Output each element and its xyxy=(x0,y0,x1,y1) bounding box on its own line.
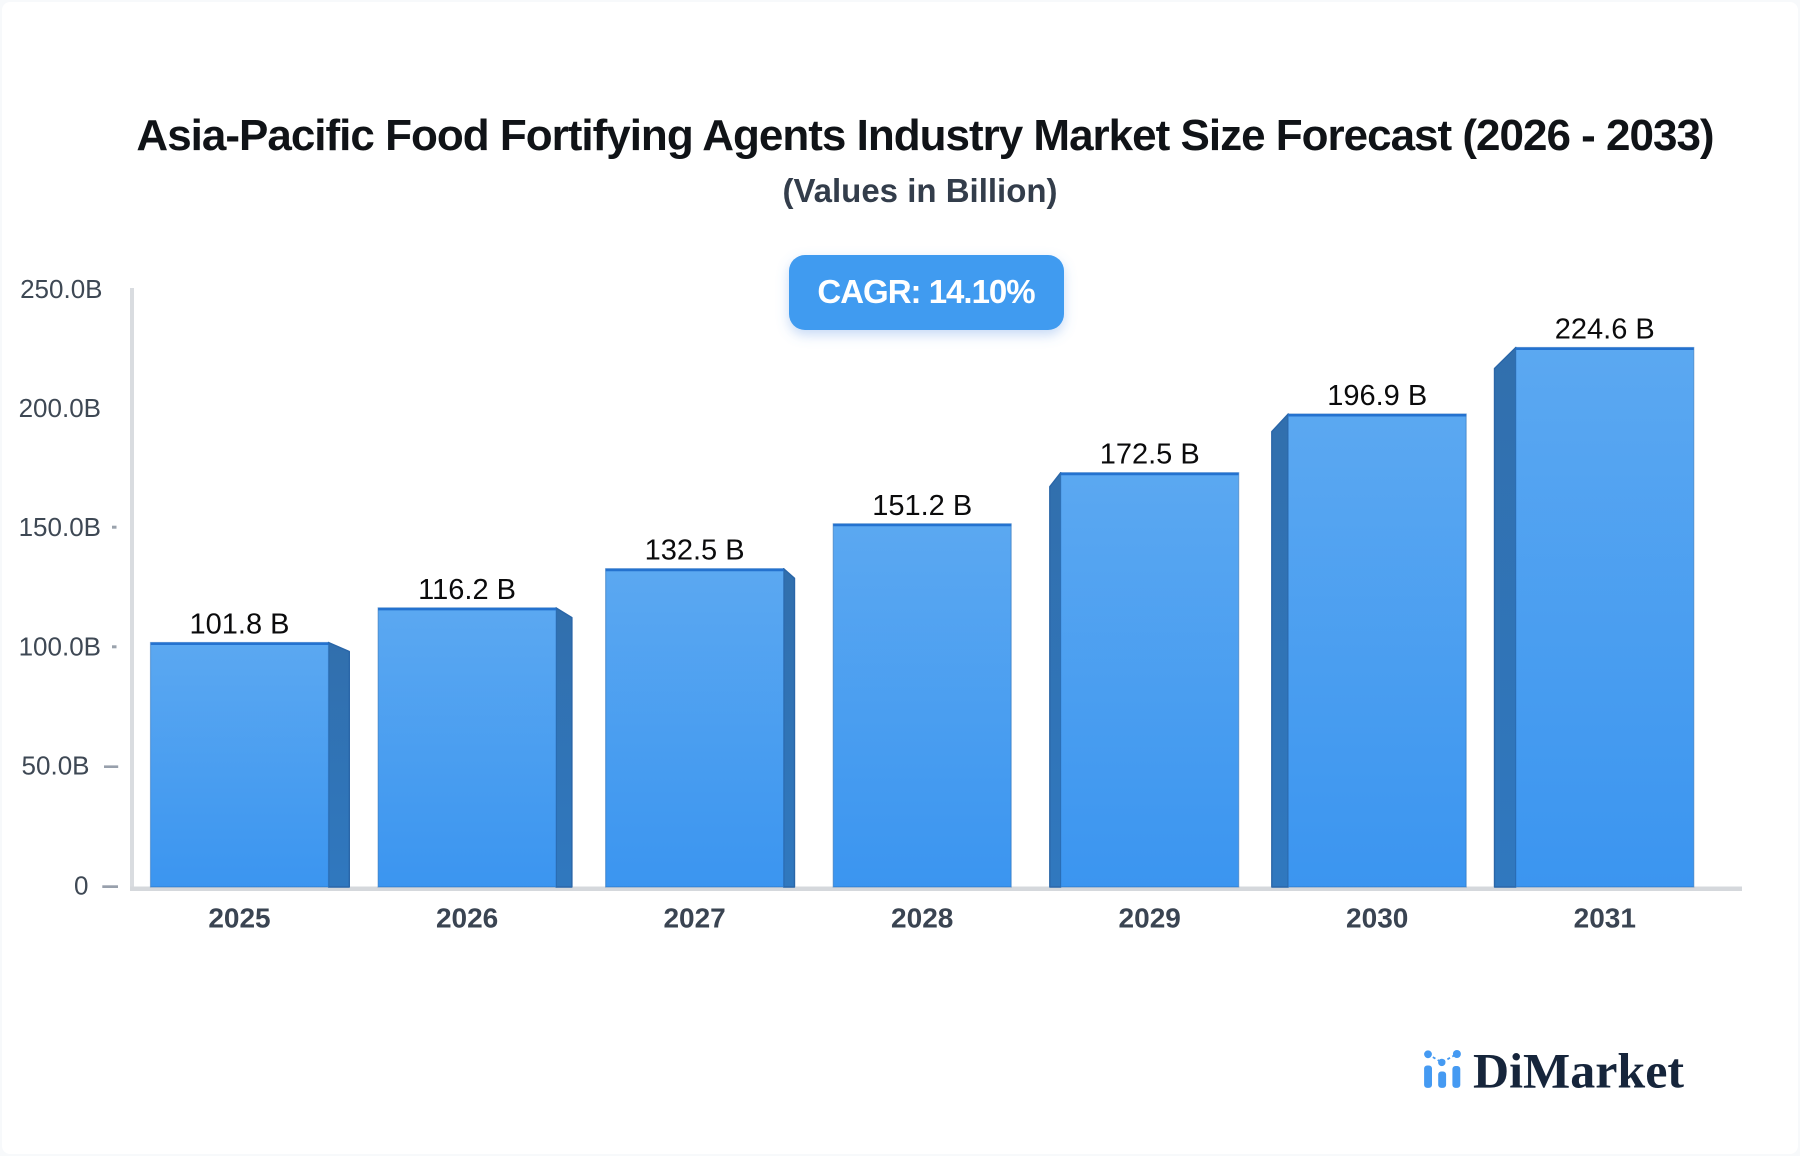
svg-text:2031: 2031 xyxy=(1574,903,1636,934)
svg-text:DiMarket: DiMarket xyxy=(1473,1043,1684,1099)
svg-text:2027: 2027 xyxy=(663,903,725,934)
svg-text:151.2 B: 151.2 B xyxy=(872,490,972,522)
svg-text:150.0B: 150.0B xyxy=(19,512,101,542)
svg-text:50.0B: 50.0B xyxy=(22,751,90,781)
svg-text:2028: 2028 xyxy=(891,903,953,934)
svg-text:2026: 2026 xyxy=(436,903,498,934)
svg-text:101.8 B: 101.8 B xyxy=(190,609,290,641)
svg-text:132.5 B: 132.5 B xyxy=(645,535,745,567)
svg-text:2030: 2030 xyxy=(1346,903,1408,934)
svg-text:Asia-Pacific Food Fortifying A: Asia-Pacific Food Fortifying Agents Indu… xyxy=(136,111,1713,160)
svg-text:(Values in Billion): (Values in Billion) xyxy=(782,172,1057,209)
svg-text:250.0B: 250.0B xyxy=(20,274,102,304)
svg-text:100.0B: 100.0B xyxy=(19,631,101,661)
svg-text:172.5 B: 172.5 B xyxy=(1100,439,1200,471)
svg-text:0: 0 xyxy=(74,870,88,900)
svg-text:200.0B: 200.0B xyxy=(19,393,101,423)
svg-text:CAGR: 14.10%: CAGR: 14.10% xyxy=(817,273,1035,310)
svg-text:2029: 2029 xyxy=(1119,903,1181,934)
svg-text:2025: 2025 xyxy=(208,903,270,934)
svg-text:224.6 B: 224.6 B xyxy=(1555,314,1655,346)
svg-text:196.9 B: 196.9 B xyxy=(1327,380,1427,412)
svg-text:116.2 B: 116.2 B xyxy=(418,574,516,606)
